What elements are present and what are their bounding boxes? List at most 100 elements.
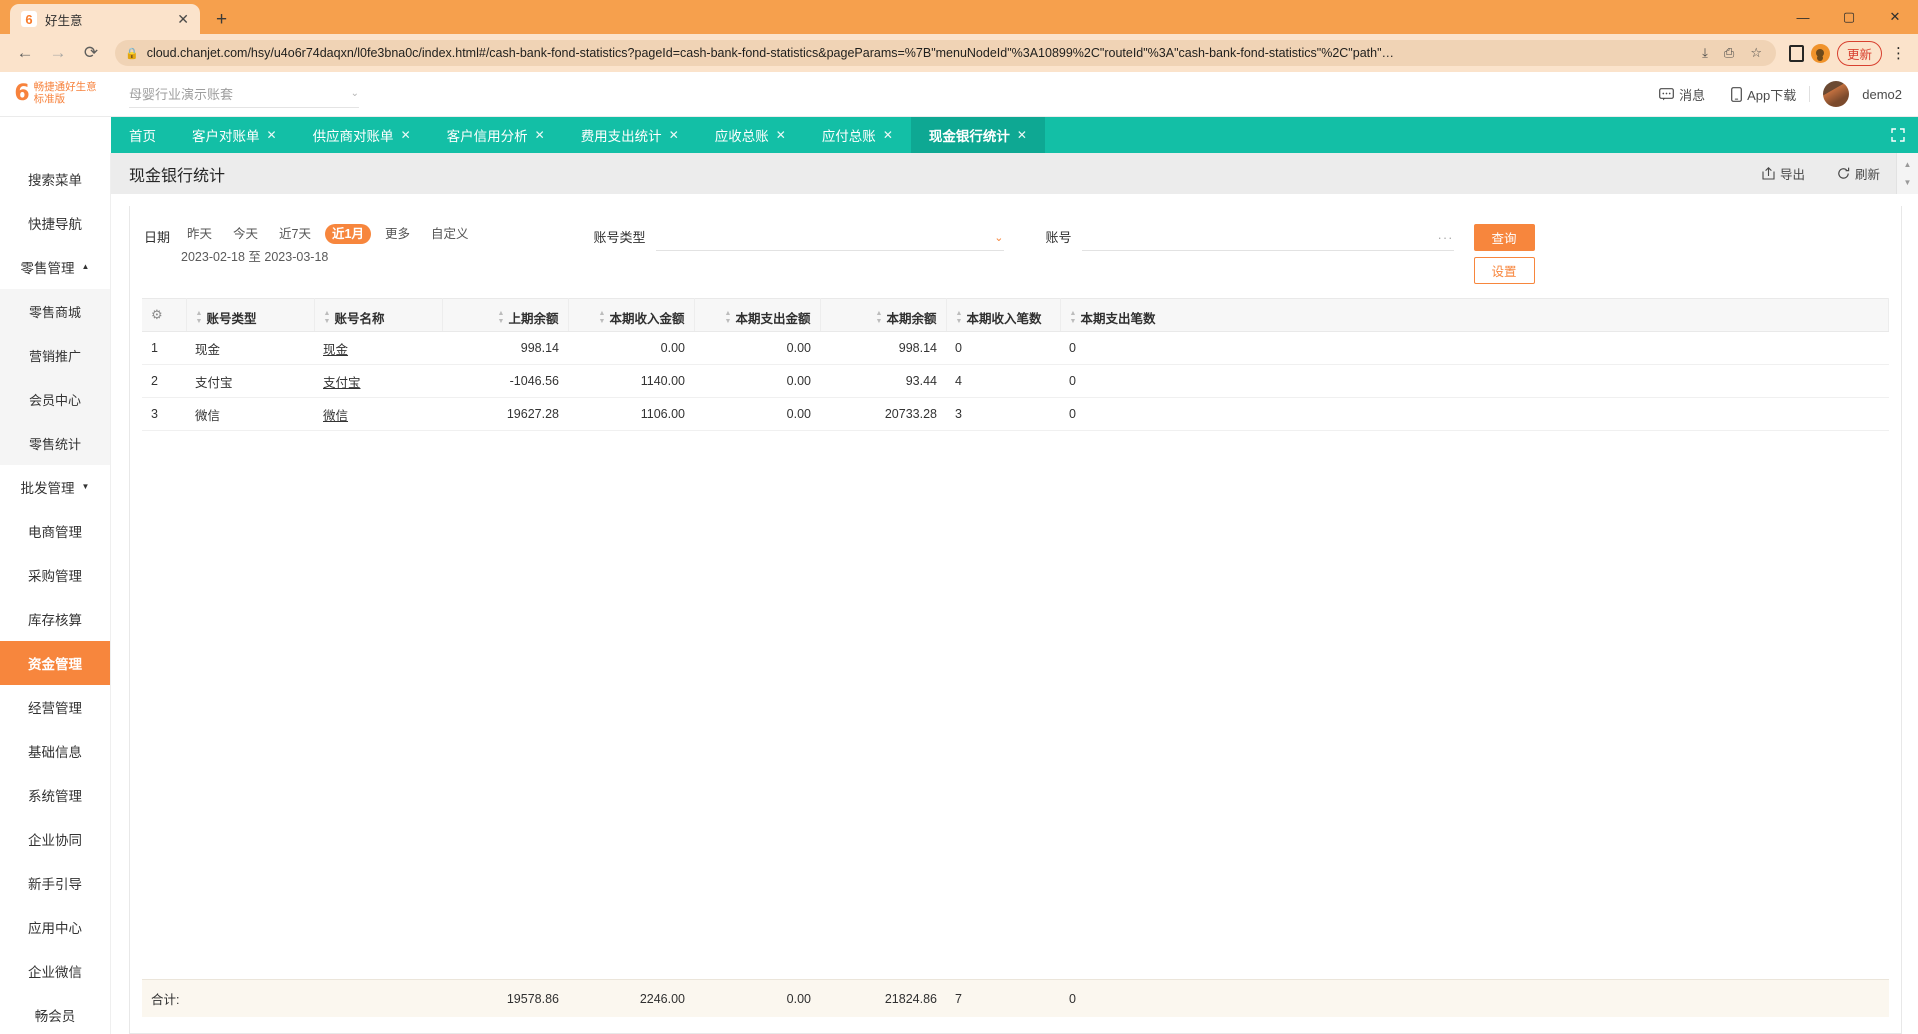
column-header-incnt[interactable]: ▲ ▼ 本期收入笔数: [946, 298, 1061, 332]
sidebar-item-16[interactable]: 新手引导: [0, 861, 110, 905]
refresh-button[interactable]: 刷新: [1821, 164, 1896, 183]
close-icon[interactable]: ✕: [882, 128, 893, 142]
module-tab-active[interactable]: 现金银行统计 ✕: [910, 117, 1045, 153]
cell-name[interactable]: 微信: [314, 397, 442, 431]
minimize-icon[interactable]: —: [1796, 9, 1810, 25]
date-chip-4[interactable]: 更多: [384, 227, 410, 241]
column-header-name[interactable]: ▲ ▼ 账号名称: [314, 298, 443, 332]
sidebar-item-17[interactable]: 应用中心: [0, 905, 110, 949]
sidebar-item-11[interactable]: 资金管理: [0, 641, 110, 685]
module-tab[interactable]: 应付总账 ✕: [804, 117, 911, 153]
app-logo[interactable]: 6 畅捷通好生意 标准版: [0, 72, 111, 116]
module-tab[interactable]: 应收总账 ✕: [697, 117, 804, 153]
table-row[interactable]: 1 现金 现金 998.14 0.00 0.00 998.14 0 0: [142, 331, 1889, 365]
sidebar-item-19[interactable]: 畅会员: [0, 993, 110, 1034]
maximize-icon[interactable]: ▢: [1842, 9, 1856, 24]
account-name-link[interactable]: 微信: [323, 408, 349, 423]
sidebar-item-4[interactable]: 营销推广: [0, 333, 110, 377]
sidebar-item-0[interactable]: 搜索菜单: [0, 157, 110, 201]
sort-icon[interactable]: ▲ ▼: [875, 309, 883, 325]
browser-tab[interactable]: 6 好生意 ✕: [10, 4, 200, 34]
bookmark-icon[interactable]: ☆: [1750, 45, 1762, 60]
chrome-menu-icon[interactable]: ⋮: [1891, 45, 1906, 62]
sidepanel-icon[interactable]: [1788, 44, 1804, 62]
module-tab[interactable]: 费用支出统计 ✕: [563, 117, 697, 153]
sidebar-item-10[interactable]: 库存核算: [0, 597, 110, 641]
sort-icon[interactable]: ▲ ▼: [1069, 309, 1077, 325]
app-download-button[interactable]: App下载: [1718, 85, 1809, 104]
sidebar-item-12[interactable]: 经营管理: [0, 685, 110, 729]
query-button[interactable]: 查询: [1473, 224, 1535, 251]
column-header-expend[interactable]: ▲ ▼ 本期支出金额: [694, 298, 821, 332]
sidebar-item-15[interactable]: 企业协同: [0, 817, 110, 861]
window-close-icon[interactable]: ✕: [1889, 9, 1901, 24]
sidebar-item-6[interactable]: 零售统计: [0, 421, 110, 465]
install-icon[interactable]: ⤓: [1702, 45, 1708, 60]
user-menu[interactable]: demo2: [1810, 81, 1902, 107]
close-icon[interactable]: ✕: [266, 128, 277, 142]
cell-name[interactable]: 支付宝: [314, 364, 442, 398]
close-icon[interactable]: ✕: [1016, 128, 1027, 142]
sort-icon[interactable]: ▲ ▼: [497, 309, 505, 325]
share-icon[interactable]: ⎙: [1723, 45, 1735, 60]
scroll-down-icon[interactable]: ▼: [1903, 177, 1912, 187]
table-row[interactable]: 3 微信 微信 19627.28 1106.00 0.00 20733.28 3 0: [142, 397, 1889, 431]
profile-avatar-icon[interactable]: [1810, 43, 1830, 63]
sort-icon[interactable]: ▲ ▼: [724, 309, 732, 325]
export-button[interactable]: 导出: [1746, 164, 1821, 183]
close-icon[interactable]: ✕: [400, 128, 411, 142]
date-chip-1[interactable]: 今天: [233, 227, 259, 241]
sidebar-item-18[interactable]: 企业微信: [0, 949, 110, 993]
settings-button[interactable]: 设置: [1473, 257, 1535, 284]
messages-button[interactable]: 消息: [1646, 85, 1718, 104]
date-chip-0[interactable]: 昨天: [187, 227, 213, 241]
sort-icon[interactable]: ▲ ▼: [955, 309, 963, 325]
sidebar-item-9[interactable]: 采购管理: [0, 553, 110, 597]
sidebar-item-1[interactable]: 快捷导航: [0, 201, 110, 245]
module-tab[interactable]: 客户信用分析 ✕: [429, 117, 563, 153]
account-type-select[interactable]: ⌄: [655, 224, 1004, 251]
sidebar-item-5[interactable]: 会员中心: [0, 377, 110, 421]
close-icon[interactable]: ✕: [534, 128, 545, 142]
sidebar-item-14[interactable]: 系统管理: [0, 773, 110, 817]
table-row[interactable]: 2 支付宝 支付宝 -1046.56 1140.00 0.00 93.44 4 0: [142, 364, 1889, 398]
date-chip-2[interactable]: 近7天: [279, 227, 311, 241]
date-chip-5[interactable]: 自定义: [430, 227, 469, 241]
account-name-link[interactable]: 现金: [323, 342, 349, 357]
expand-icon[interactable]: [1878, 117, 1918, 153]
update-button[interactable]: 更新: [1836, 40, 1882, 66]
account-set-select[interactable]: 母婴行业演示账套 ⌄: [129, 80, 359, 108]
gear-icon[interactable]: ⚙: [151, 307, 163, 322]
date-chip-3[interactable]: 近1月: [325, 224, 371, 245]
column-header-income[interactable]: ▲ ▼ 本期收入金额: [568, 298, 695, 332]
sort-icon[interactable]: ▲ ▼: [323, 309, 331, 325]
column-header-excnt[interactable]: ▲ ▼ 本期支出笔数: [1060, 298, 1889, 332]
sidebar-item-2[interactable]: 零售管理 ▲: [0, 245, 110, 289]
module-tab[interactable]: 首页: [111, 117, 174, 153]
module-tab[interactable]: 客户对账单 ✕: [174, 117, 295, 153]
sidebar-item-8[interactable]: 电商管理: [0, 509, 110, 553]
sidebar-item-7[interactable]: 批发管理 ▼: [0, 465, 110, 509]
module-tab[interactable]: 供应商对账单 ✕: [295, 117, 429, 153]
sidebar-item-13[interactable]: 基础信息: [0, 729, 110, 773]
reload-icon[interactable]: ⟳: [83, 43, 99, 62]
column-header-cur[interactable]: ▲ ▼ 本期余额: [820, 298, 947, 332]
cell-name[interactable]: 现金: [314, 331, 442, 365]
sidebar-item-3[interactable]: 零售商城: [0, 289, 110, 333]
close-icon[interactable]: ✕: [775, 128, 786, 142]
new-tab-button[interactable]: +: [216, 9, 228, 30]
back-icon[interactable]: ←: [16, 43, 34, 62]
close-icon[interactable]: ✕: [177, 11, 189, 27]
close-icon[interactable]: ✕: [668, 128, 679, 142]
sort-icon[interactable]: ▲ ▼: [195, 309, 203, 325]
page-scroll-controls[interactable]: ▲ ▼: [1896, 153, 1918, 194]
forward-icon[interactable]: →: [49, 43, 67, 62]
column-header-prev[interactable]: ▲ ▼ 上期余额: [442, 298, 569, 332]
browser-tab-title: 好生意: [45, 13, 83, 28]
account-name-link[interactable]: 支付宝: [323, 375, 361, 390]
scroll-up-icon[interactable]: ▲: [1903, 159, 1912, 169]
url-bar[interactable]: 🔒 cloud.chanjet.com/hsy/u4o6r74daqxn/l0f…: [115, 40, 1776, 66]
account-select[interactable]: ···: [1081, 224, 1454, 251]
sort-icon[interactable]: ▲ ▼: [598, 309, 606, 325]
column-header-type[interactable]: ▲ ▼ 账号类型: [186, 298, 315, 332]
